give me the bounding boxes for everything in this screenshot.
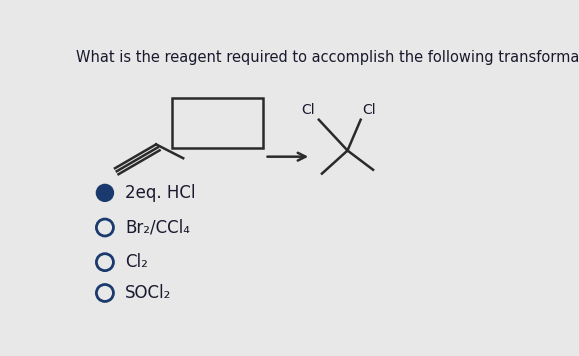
Text: Cl: Cl [301,103,315,117]
Text: Cl₂: Cl₂ [125,253,148,271]
Bar [171,98,263,148]
Text: Cl: Cl [362,103,376,117]
Text: SOCl₂: SOCl₂ [125,284,171,302]
Text: 2eq. HCl: 2eq. HCl [125,184,196,202]
Circle shape [96,184,113,201]
Text: Br₂/CCl₄: Br₂/CCl₄ [125,219,190,236]
Text: What is the reagent required to accomplish the following transformation?: What is the reagent required to accompli… [76,51,579,66]
